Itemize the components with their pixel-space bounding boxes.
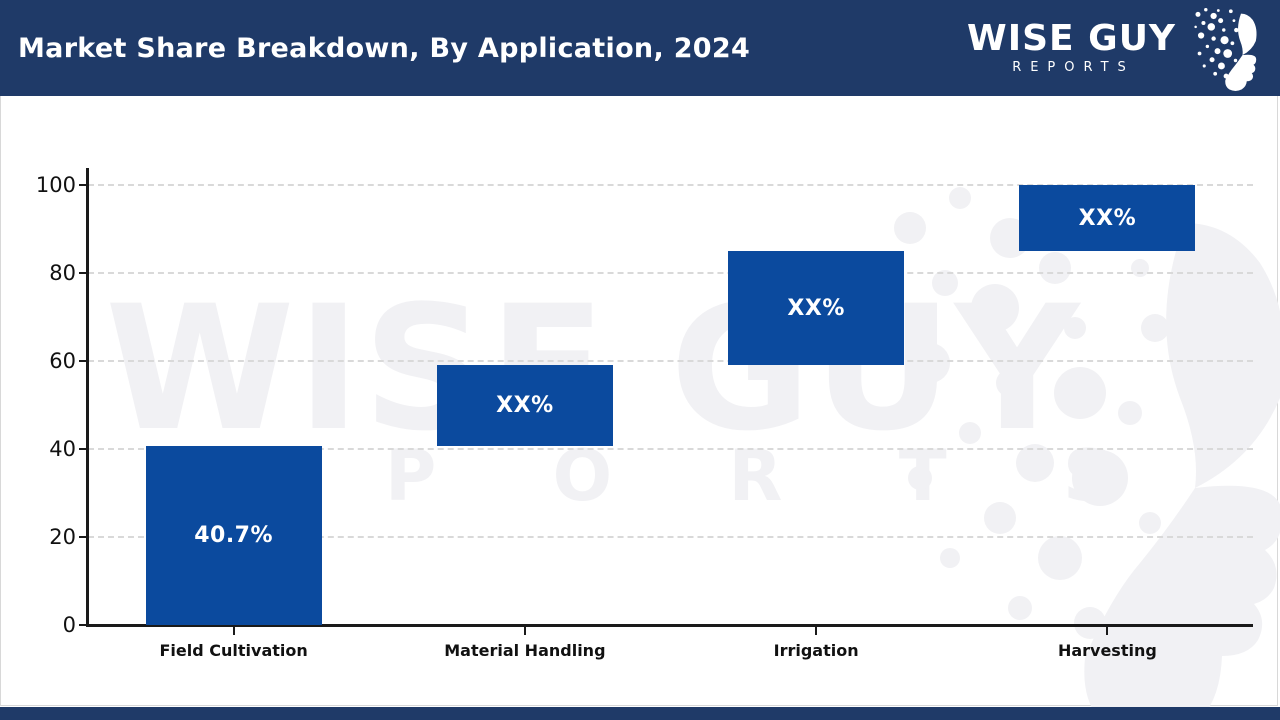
- y-tick-mark-60: [79, 360, 88, 362]
- gridline-40: [88, 448, 1253, 450]
- bar-harvesting: XX%: [1019, 185, 1196, 251]
- footer-bar: [0, 707, 1280, 720]
- y-tick-mark-20: [79, 536, 88, 538]
- gridline-100: [88, 184, 1253, 186]
- y-tick-label-80: 80: [49, 261, 76, 285]
- y-tick-label-100: 100: [35, 173, 76, 197]
- bar-irrigation: XX%: [728, 251, 905, 366]
- watermark-head-icon: [887, 187, 1280, 718]
- x-category-label-3: Harvesting: [1057, 641, 1157, 660]
- logo-wiseguy-label: WISE GUY: [966, 18, 1176, 59]
- chart-title: Market Share Breakdown, By Application, …: [18, 32, 751, 64]
- bar-value-label: 40.7%: [194, 522, 274, 548]
- wiseguy-logo-text: WISE GUY REPORTS: [966, 18, 1176, 76]
- gridline-80: [88, 272, 1253, 274]
- gridline-60: [88, 360, 1253, 362]
- bar-value-label: XX%: [496, 393, 554, 419]
- x-tick-mark-1: [523, 627, 526, 635]
- y-tick-label-20: 20: [49, 525, 76, 549]
- y-tick-mark-80: [79, 272, 88, 274]
- y-tick-mark-100: [79, 184, 88, 186]
- y-tick-label-0: 0: [62, 613, 76, 637]
- bar-field-cultivation: 40.7%: [145, 445, 322, 625]
- y-tick-label-40: 40: [49, 437, 76, 461]
- x-axis-line: [86, 624, 1253, 627]
- bar-value-label: XX%: [1078, 205, 1137, 231]
- x-tick-mark-3: [1106, 627, 1109, 635]
- y-tick-mark-40: [79, 448, 88, 450]
- bar-material-handling: XX%: [436, 365, 613, 446]
- x-tick-mark-2: [815, 627, 818, 635]
- wiseguy-head-icon: [1194, 7, 1257, 91]
- x-tick-mark-0: [232, 627, 235, 635]
- y-axis-line: [86, 168, 89, 627]
- gridline-20: [88, 536, 1253, 538]
- bar-value-label: XX%: [787, 295, 845, 321]
- x-category-label-0: Field Cultivation: [159, 641, 308, 660]
- x-category-label-1: Material Handling: [444, 641, 606, 660]
- x-category-label-2: Irrigation: [773, 641, 859, 660]
- y-tick-label-60: 60: [49, 349, 76, 373]
- y-tick-mark-0: [79, 624, 88, 626]
- watermark-ports-text: P O R T S: [385, 435, 1160, 517]
- wiseguy-logo: WISE GUY REPORTS: [967, 5, 1280, 91]
- header-bar: Market Share Breakdown, By Application, …: [0, 0, 1280, 96]
- logo-reports-label: REPORTS: [1012, 60, 1135, 75]
